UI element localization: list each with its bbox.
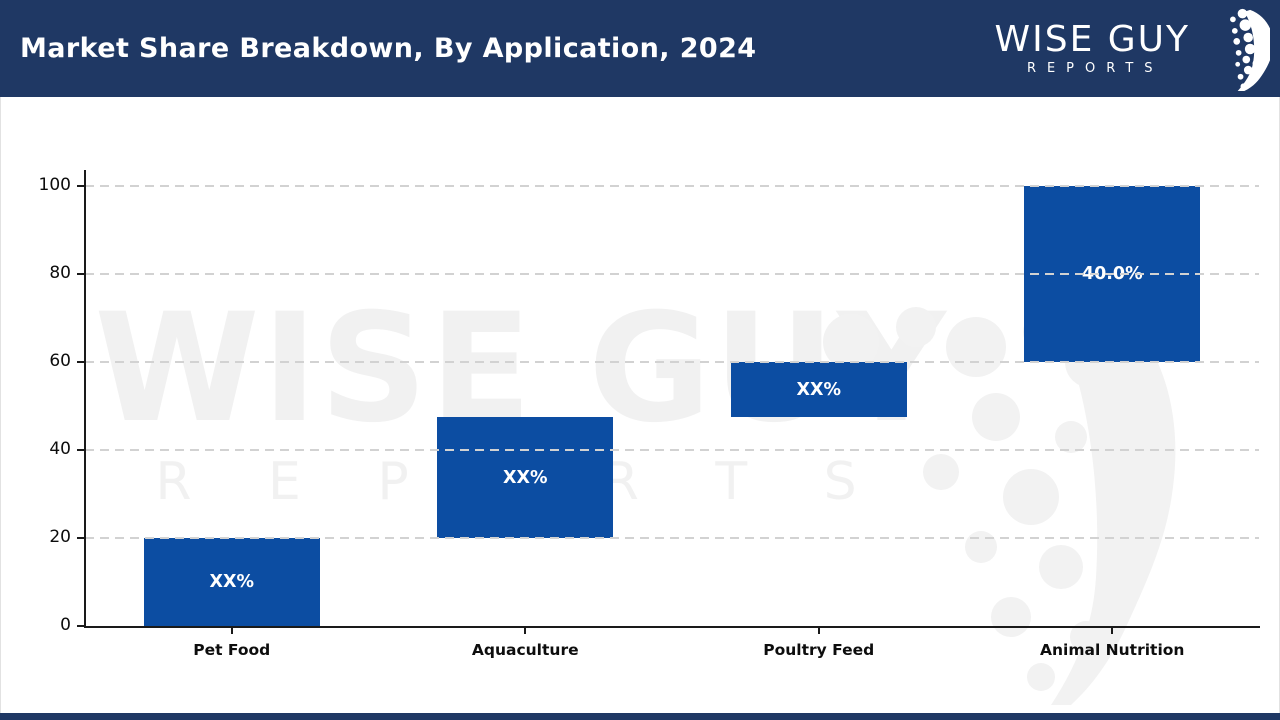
y-tick-mark — [77, 361, 85, 363]
y-tick-label: 20 — [49, 527, 71, 547]
bar-segment: XX% — [437, 417, 614, 538]
y-tick-mark — [77, 185, 85, 187]
bar-value-label: XX% — [502, 467, 548, 488]
chart-area: WISE GUY R E P O R T S 020406080100XX%XX… — [0, 97, 1280, 714]
logo-wordmark: WISE GUY — [994, 19, 1190, 61]
gridline — [85, 537, 1259, 539]
footer-accent-bar — [0, 713, 1280, 720]
x-category-label: Animal Nutrition — [1040, 641, 1185, 659]
bar-value-label: XX% — [796, 379, 842, 400]
x-category-label: Aquaculture — [471, 641, 579, 659]
y-tick-label: 100 — [38, 175, 71, 195]
wise-guy-logo: WISE GUY REPORTS — [995, 6, 1280, 92]
gridline — [85, 449, 1259, 451]
bar-value-label: XX% — [209, 572, 255, 592]
x-category-label: Poultry Feed — [763, 641, 875, 659]
x-tick-mark — [817, 627, 820, 634]
bar-segment: XX% — [143, 538, 320, 626]
x-tick-mark — [524, 627, 527, 634]
bar-segment: XX% — [730, 362, 907, 417]
y-tick-label: 80 — [49, 263, 71, 283]
y-tick-mark — [77, 449, 85, 451]
y-tick-label: 60 — [49, 351, 71, 371]
y-axis-line — [84, 170, 86, 628]
gridline — [85, 273, 1259, 275]
y-tick-mark — [77, 537, 85, 539]
face-profile-icon — [1230, 8, 1270, 91]
y-tick-label: 40 — [49, 439, 71, 459]
x-category-label: Pet Food — [193, 641, 271, 659]
y-tick-mark — [77, 625, 85, 627]
logo-text: WISE GUY REPORTS — [995, 21, 1191, 76]
x-axis-line — [84, 626, 1260, 628]
logo-subtitle: REPORTS — [1026, 60, 1164, 76]
x-tick-mark — [230, 627, 233, 634]
gridline — [85, 185, 1259, 187]
y-tick-mark — [77, 273, 85, 275]
y-tick-label: 0 — [60, 615, 71, 635]
page-title: Market Share Breakdown, By Application, … — [20, 33, 757, 64]
header-bar: Market Share Breakdown, By Application, … — [0, 0, 1280, 97]
x-tick-mark — [1111, 627, 1114, 634]
gridline — [85, 361, 1259, 363]
